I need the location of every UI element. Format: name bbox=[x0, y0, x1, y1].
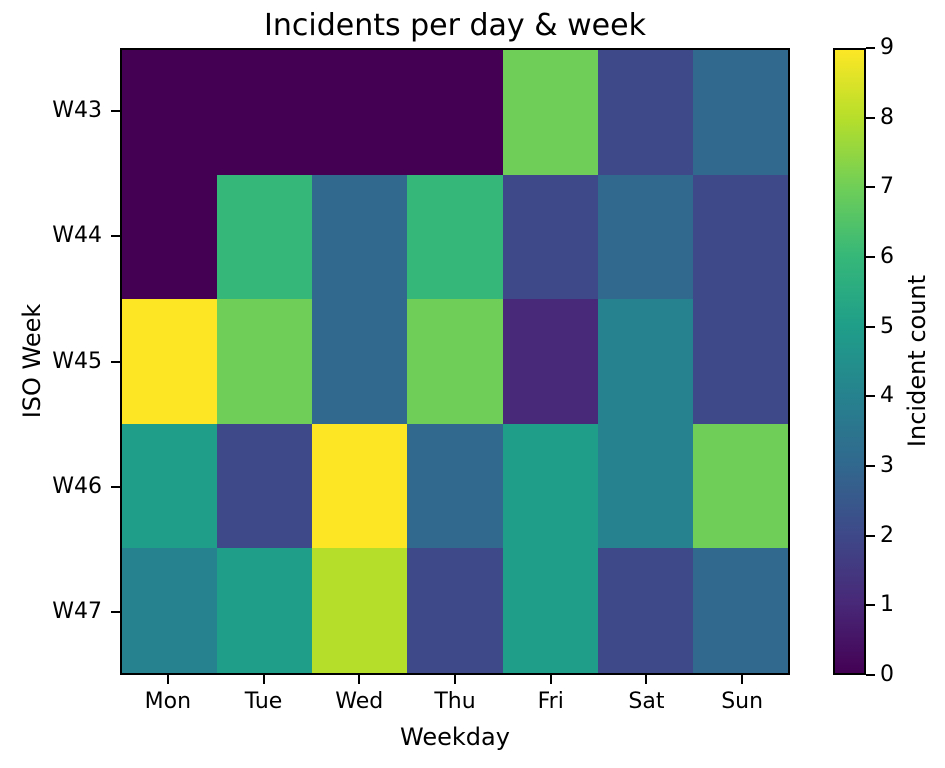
heatmap-cell-W47-Tue bbox=[217, 548, 313, 673]
heatmap-cell-W45-Sun bbox=[692, 299, 788, 424]
colorbar-label: Incident count bbox=[903, 274, 931, 448]
heatmap-cell-W47-Mon bbox=[122, 548, 218, 673]
x-tickmark bbox=[358, 675, 361, 684]
colorbar-tickmark bbox=[866, 116, 875, 119]
colorbar-tick-label-0: 0 bbox=[880, 662, 894, 687]
heatmap-cell-W46-Sun bbox=[692, 423, 788, 549]
colorbar-tick-label-9: 9 bbox=[880, 35, 894, 60]
x-tickmark bbox=[262, 675, 265, 684]
heatmap-cell-W46-Mon bbox=[122, 423, 218, 549]
y-tickmark bbox=[111, 109, 120, 112]
y-axis-label: ISO Week bbox=[18, 303, 46, 419]
x-tick-label-Mon: Mon bbox=[144, 689, 192, 714]
heatmap-cell-W44-Mon bbox=[122, 174, 218, 300]
colorbar-tickmark bbox=[866, 534, 875, 537]
y-tick-label-W46: W46 bbox=[52, 473, 102, 499]
heatmap-cell-W45-Fri bbox=[502, 299, 598, 424]
heatmap-grid bbox=[120, 48, 790, 675]
heatmap-cell-W44-Tue bbox=[217, 174, 313, 300]
y-tick-label-W45: W45 bbox=[52, 348, 102, 374]
y-tickmark bbox=[111, 235, 120, 238]
heatmap-cell-W43-Wed bbox=[312, 50, 408, 175]
heatmap-cell-W45-Thu bbox=[407, 299, 503, 424]
x-axis-label: Weekday bbox=[400, 723, 510, 751]
heatmap-cell-W47-Fri bbox=[502, 548, 598, 673]
y-tick-label-W47: W47 bbox=[52, 599, 102, 625]
heatmap-cell-W43-Sun bbox=[692, 50, 788, 175]
heatmap-cell-W44-Thu bbox=[407, 174, 503, 300]
x-tick-label-Wed: Wed bbox=[335, 689, 384, 714]
colorbar-tickmark bbox=[866, 325, 875, 328]
heatmap-cell-W45-Tue bbox=[217, 299, 313, 424]
heatmap-cell-W46-Wed bbox=[312, 423, 408, 549]
heatmap-cell-W43-Sat bbox=[597, 50, 693, 175]
colorbar-tickmark bbox=[866, 395, 875, 398]
x-tick-label-Thu: Thu bbox=[434, 689, 476, 714]
heatmap-cell-W45-Wed bbox=[312, 299, 408, 424]
colorbar-tickmark bbox=[866, 604, 875, 607]
heatmap-cell-W47-Sun bbox=[692, 548, 788, 673]
heatmap-cell-W47-Wed bbox=[312, 548, 408, 673]
heatmap-cell-W44-Sat bbox=[597, 174, 693, 300]
colorbar-tickmark bbox=[866, 465, 875, 467]
heatmap-cell-W47-Thu bbox=[407, 548, 503, 673]
colorbar bbox=[833, 48, 866, 675]
y-tickmark bbox=[111, 485, 120, 488]
heatmap-cell-W46-Sat bbox=[597, 423, 693, 549]
x-tickmark bbox=[454, 675, 456, 684]
colorbar-tick-label-4: 4 bbox=[880, 383, 894, 409]
colorbar-tickmark bbox=[866, 47, 875, 49]
x-tickmark bbox=[741, 675, 744, 684]
heatmap-cell-W47-Sat bbox=[597, 548, 693, 673]
y-tick-label-W43: W43 bbox=[52, 97, 102, 123]
x-tick-label-Fri: Fri bbox=[537, 689, 564, 714]
heatmap-cell-W43-Thu bbox=[407, 50, 503, 175]
colorbar-tick-label-5: 5 bbox=[880, 313, 894, 339]
x-tick-label-Sun: Sun bbox=[721, 689, 764, 714]
heatmap-cell-W44-Wed bbox=[312, 174, 408, 300]
colorbar-tick-label-6: 6 bbox=[880, 244, 894, 269]
heatmap-cell-W43-Fri bbox=[502, 50, 598, 175]
colorbar-tickmark bbox=[866, 256, 875, 258]
colorbar-tickmark bbox=[866, 186, 875, 189]
colorbar-tick-label-2: 2 bbox=[880, 522, 894, 548]
heatmap-cell-W45-Sat bbox=[597, 299, 693, 424]
y-tickmark bbox=[111, 611, 120, 614]
x-tickmark bbox=[549, 675, 552, 684]
heatmap-cell-W44-Sun bbox=[692, 174, 788, 300]
heatmap-cell-W46-Thu bbox=[407, 423, 503, 549]
y-tickmark bbox=[111, 360, 120, 363]
heatmap-cell-W43-Tue bbox=[217, 50, 313, 175]
colorbar-tick-label-3: 3 bbox=[880, 453, 894, 478]
heatmap-cell-W44-Fri bbox=[502, 174, 598, 300]
x-tickmark bbox=[166, 675, 169, 684]
heatmap-cell-W43-Mon bbox=[122, 50, 218, 175]
x-tick-label-Sat: Sat bbox=[628, 689, 665, 714]
chart-title: Incidents per day & week bbox=[264, 8, 646, 43]
heatmap-cell-W46-Fri bbox=[502, 423, 598, 549]
y-tick-label-W44: W44 bbox=[52, 223, 102, 249]
x-tickmark bbox=[645, 675, 648, 684]
x-tick-label-Tue: Tue bbox=[244, 689, 283, 714]
colorbar-tickmark bbox=[866, 674, 875, 676]
colorbar-tick-label-1: 1 bbox=[880, 592, 894, 618]
colorbar-tick-label-7: 7 bbox=[880, 174, 894, 200]
heatmap-cell-W46-Tue bbox=[217, 423, 313, 549]
heatmap-cell-W45-Mon bbox=[122, 299, 218, 424]
colorbar-tick-label-8: 8 bbox=[880, 104, 894, 130]
